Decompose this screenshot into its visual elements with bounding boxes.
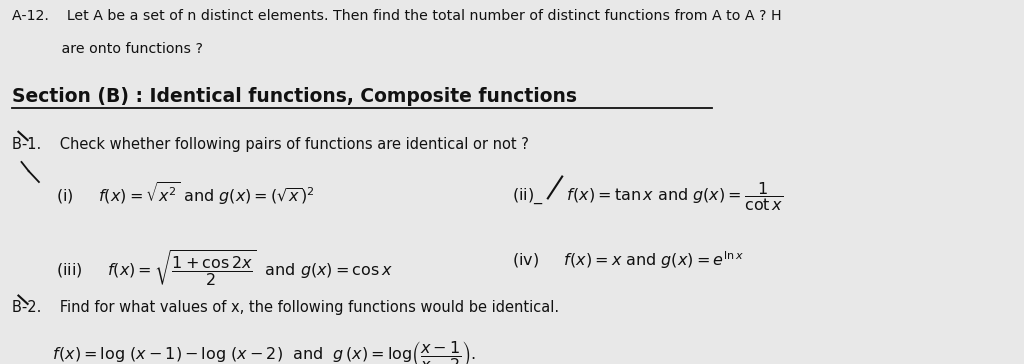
- Text: Section (B) : Identical functions, Composite functions: Section (B) : Identical functions, Compo…: [12, 87, 578, 106]
- Text: (i)     $f(x) = \sqrt{x^2}$ and $g(x) = \left(\sqrt{x}\right)^2$: (i) $f(x) = \sqrt{x^2}$ and $g(x) = \lef…: [56, 180, 315, 207]
- Text: B-1.    Check whether following pairs of functions are identical or not ?: B-1. Check whether following pairs of fu…: [12, 136, 529, 151]
- Text: (iv)     $f(x) = x$ and $g(x) = e^{\mathrm{ln}\,x}$: (iv) $f(x) = x$ and $g(x) = e^{\mathrm{l…: [512, 249, 743, 271]
- Text: $f(x) = \log\,(x-1) - \log\,(x-2)$  and  $g\,(x) = \log\!\left(\dfrac{x-1}{x-2}\: $f(x) = \log\,(x-1) - \log\,(x-2)$ and $…: [12, 339, 476, 364]
- Text: A-12.    Let A be a set of n distinct elements. Then find the total number of di: A-12. Let A be a set of n distinct eleme…: [12, 9, 782, 23]
- Text: B-2.    Find for what values of x, the following functions would be identical.: B-2. Find for what values of x, the foll…: [12, 300, 559, 315]
- Text: (ii)_     $f(x) = \mathrm{tan}\,x$ and $g(x) = \dfrac{1}{\cot x}$: (ii)_ $f(x) = \mathrm{tan}\,x$ and $g(x)…: [512, 180, 783, 213]
- Text: (iii)     $f(x) = \sqrt{\dfrac{1+\cos 2x}{2}}$  and $g(x) = \cos x$: (iii) $f(x) = \sqrt{\dfrac{1+\cos 2x}{2}…: [56, 249, 393, 289]
- Text: are onto functions ?: are onto functions ?: [12, 42, 204, 56]
